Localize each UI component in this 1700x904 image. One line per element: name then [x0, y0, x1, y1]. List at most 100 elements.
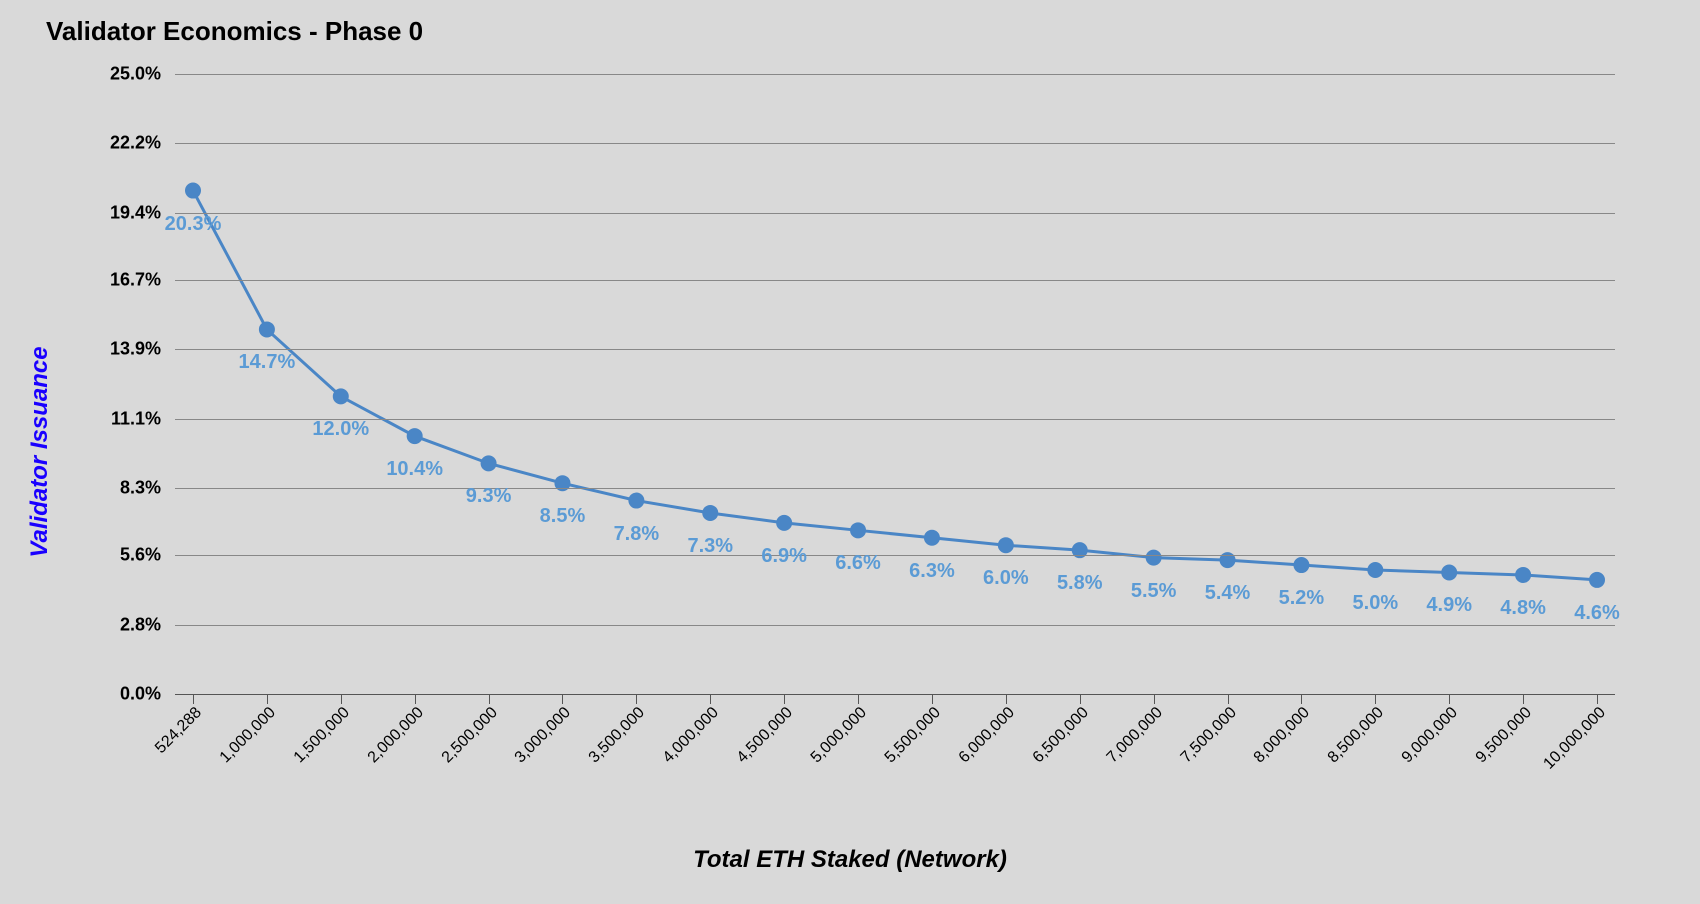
data-label: 8.5%: [540, 505, 586, 528]
x-tick-mark: [267, 694, 268, 704]
x-tick-mark: [1523, 694, 1524, 704]
chart-title: Validator Economics - Phase 0: [46, 16, 423, 47]
data-marker: [998, 537, 1014, 553]
data-marker: [924, 530, 940, 546]
x-tick-mark: [1449, 694, 1450, 704]
gridline: [175, 280, 1615, 281]
data-marker: [628, 493, 644, 509]
gridline: [175, 349, 1615, 350]
x-tick-label: 10,000,000: [1540, 704, 1609, 773]
data-label: 9.3%: [466, 485, 512, 508]
x-tick-mark: [1228, 694, 1229, 704]
x-tick-label: 9,500,000: [1473, 704, 1536, 767]
x-tick-label: 8,000,000: [1251, 704, 1314, 767]
data-label: 5.4%: [1205, 582, 1251, 605]
x-tick-label: 7,000,000: [1103, 704, 1166, 767]
y-tick-label: 2.8%: [120, 614, 175, 635]
data-marker: [259, 321, 275, 337]
y-tick-label: 13.9%: [110, 339, 175, 360]
data-label: 4.8%: [1500, 597, 1546, 620]
data-label: 7.3%: [687, 535, 733, 558]
x-tick-mark: [636, 694, 637, 704]
x-tick-mark: [784, 694, 785, 704]
data-label: 20.3%: [165, 213, 222, 236]
x-tick-label: 3,500,000: [586, 704, 649, 767]
y-tick-label: 16.7%: [110, 269, 175, 290]
y-tick-label: 0.0%: [120, 684, 175, 705]
data-marker: [776, 515, 792, 531]
x-tick-label: 7,500,000: [1177, 704, 1240, 767]
chart-container: Validator Economics - Phase 0 Validator …: [0, 0, 1700, 904]
data-label: 6.0%: [983, 567, 1029, 590]
x-tick-mark: [1375, 694, 1376, 704]
y-tick-label: 22.2%: [110, 133, 175, 154]
data-label: 6.9%: [761, 545, 807, 568]
x-tick-label: 524,288: [152, 704, 206, 758]
x-axis-title: Total ETH Staked (Network): [693, 846, 1007, 874]
x-tick-mark: [341, 694, 342, 704]
data-marker: [1589, 572, 1605, 588]
x-tick-label: 2,000,000: [364, 704, 427, 767]
x-tick-label: 8,500,000: [1325, 704, 1388, 767]
data-label: 5.8%: [1057, 572, 1103, 595]
data-marker: [333, 388, 349, 404]
x-tick-mark: [1301, 694, 1302, 704]
x-tick-mark: [1154, 694, 1155, 704]
gridline: [175, 555, 1615, 556]
x-tick-label: 4,500,000: [734, 704, 797, 767]
y-tick-label: 11.1%: [111, 408, 175, 429]
x-tick-mark: [562, 694, 563, 704]
plot-area: 0.0%2.8%5.6%8.3%11.1%13.9%16.7%19.4%22.2…: [175, 74, 1615, 694]
data-marker: [407, 428, 423, 444]
data-marker: [185, 183, 201, 199]
data-label: 6.3%: [909, 560, 955, 583]
y-tick-label: 8.3%: [120, 478, 175, 499]
x-tick-label: 9,000,000: [1399, 704, 1462, 767]
y-tick-label: 5.6%: [120, 545, 175, 566]
data-label: 14.7%: [239, 351, 296, 374]
data-label: 6.6%: [835, 552, 881, 575]
line-series-svg: [175, 74, 1615, 694]
x-tick-mark: [710, 694, 711, 704]
line-series: [193, 191, 1597, 580]
data-marker: [1146, 550, 1162, 566]
data-marker: [702, 505, 718, 521]
x-tick-mark: [489, 694, 490, 704]
data-marker: [1367, 562, 1383, 578]
data-marker: [850, 522, 866, 538]
data-marker: [1293, 557, 1309, 573]
data-label: 10.4%: [386, 458, 443, 481]
gridline: [175, 74, 1615, 75]
data-label: 4.6%: [1574, 602, 1620, 625]
x-tick-label: 1,000,000: [217, 704, 280, 767]
gridline: [175, 419, 1615, 420]
x-tick-label: 5,500,000: [882, 704, 945, 767]
data-marker: [1515, 567, 1531, 583]
data-marker: [1441, 564, 1457, 580]
y-tick-label: 25.0%: [110, 64, 175, 85]
x-tick-mark: [1080, 694, 1081, 704]
x-tick-label: 1,500,000: [290, 704, 353, 767]
data-label: 4.9%: [1426, 594, 1472, 617]
data-label: 7.8%: [614, 523, 660, 546]
y-axis-title: Validator Issuance: [26, 346, 54, 557]
data-label: 5.2%: [1279, 587, 1325, 610]
gridline: [175, 488, 1615, 489]
x-tick-label: 2,500,000: [438, 704, 501, 767]
data-marker: [481, 455, 497, 471]
x-tick-label: 3,000,000: [512, 704, 575, 767]
x-tick-mark: [932, 694, 933, 704]
x-baseline: [175, 694, 1615, 695]
x-tick-label: 6,500,000: [1029, 704, 1092, 767]
x-tick-mark: [858, 694, 859, 704]
data-label: 5.5%: [1131, 580, 1177, 603]
x-tick-mark: [193, 694, 194, 704]
data-label: 5.0%: [1353, 592, 1399, 615]
gridline: [175, 143, 1615, 144]
data-label: 12.0%: [312, 418, 369, 441]
x-tick-mark: [1597, 694, 1598, 704]
x-tick-label: 5,000,000: [808, 704, 871, 767]
gridline: [175, 213, 1615, 214]
x-tick-label: 4,000,000: [660, 704, 723, 767]
x-tick-mark: [415, 694, 416, 704]
